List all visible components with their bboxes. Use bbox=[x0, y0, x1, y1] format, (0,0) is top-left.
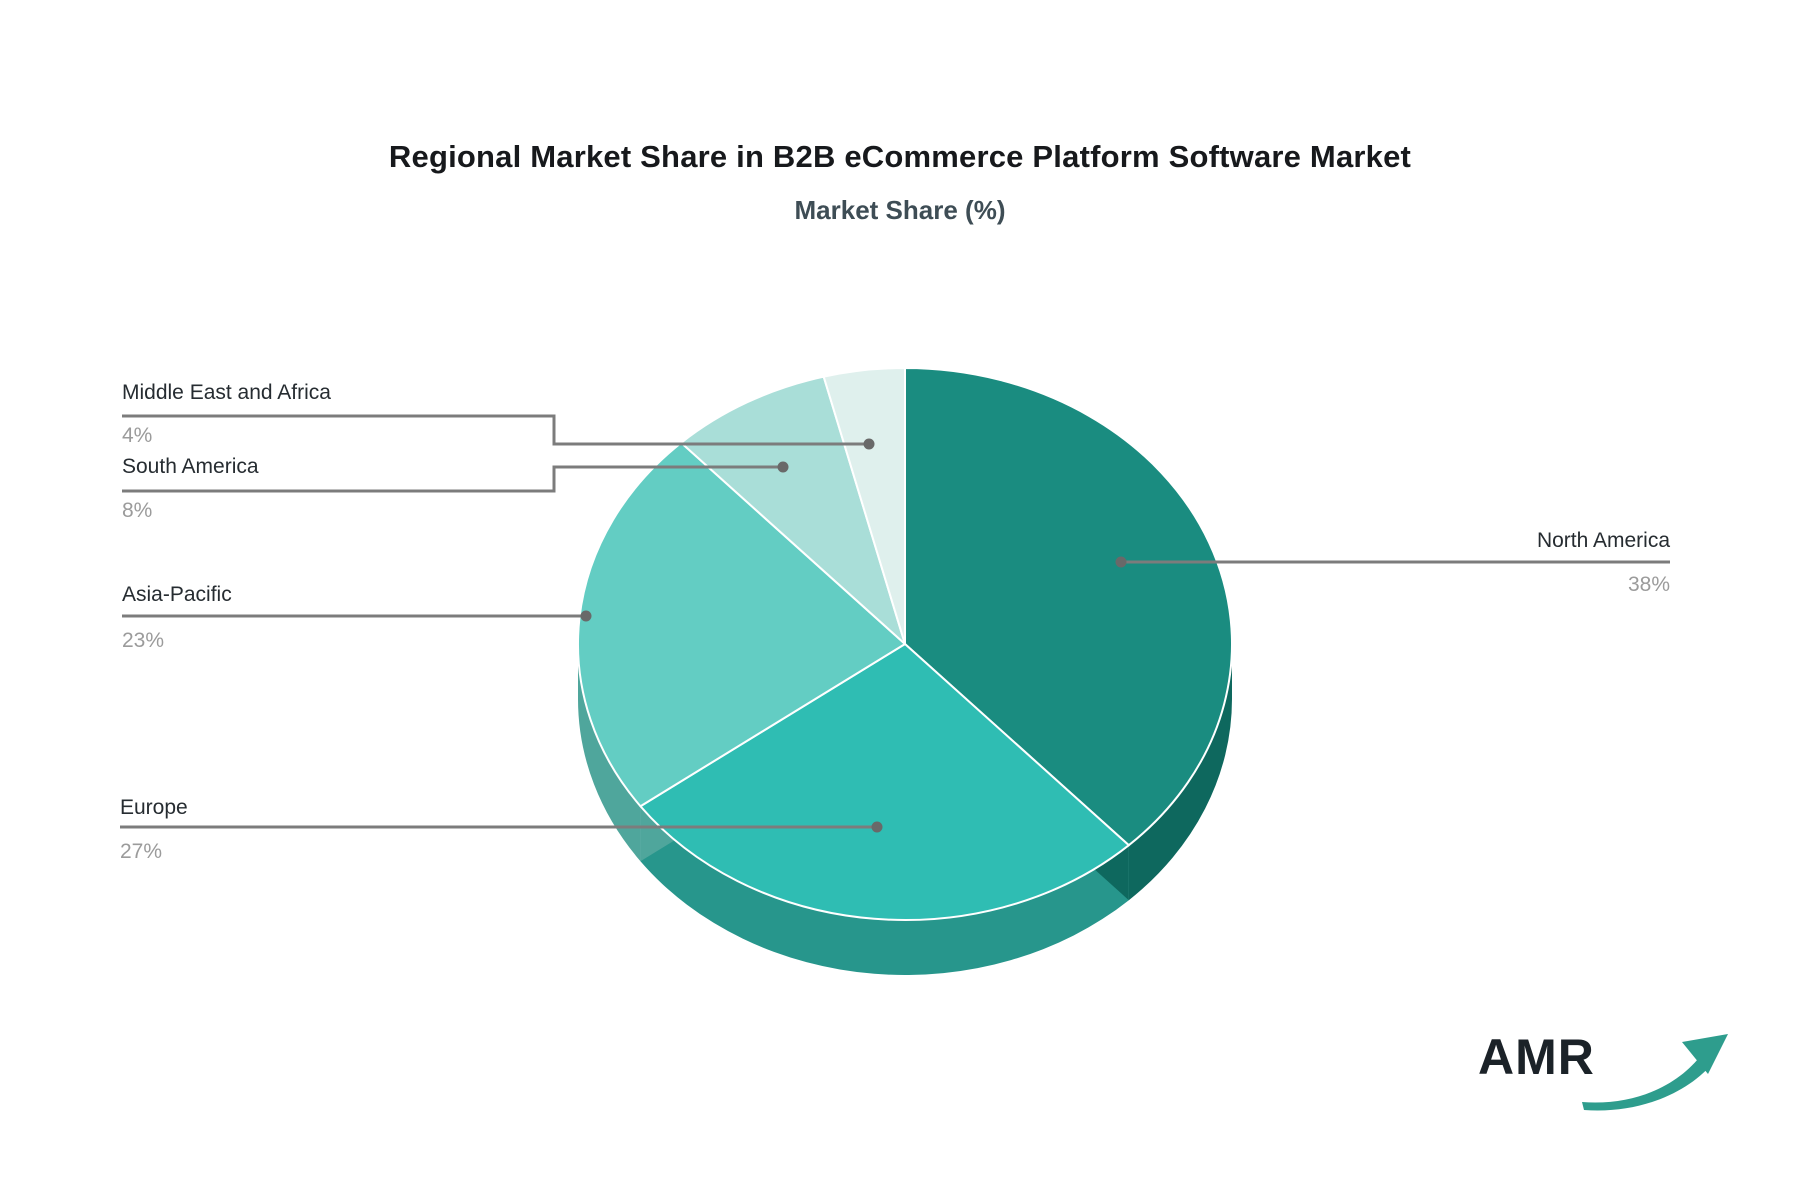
pie-slice-middle-east-and-africa bbox=[822, 367, 906, 645]
callout-value-south-america: 8% bbox=[122, 499, 153, 522]
pie-slice-asia-pacific bbox=[577, 441, 906, 808]
leader-dot-north-america bbox=[1115, 556, 1127, 568]
pie-side-asia-pacific bbox=[578, 644, 641, 862]
pie-slice-north-america bbox=[904, 367, 1233, 847]
leader-dot-middle-east-and-africa bbox=[863, 438, 875, 450]
callout-label-asia-pacific: Asia-Pacific bbox=[122, 583, 232, 606]
leader-dot-south-america bbox=[777, 461, 789, 473]
pie-slice-europe bbox=[639, 643, 1130, 921]
amr-logo: AMR bbox=[1478, 1029, 1728, 1122]
callout-label-north-america: North America bbox=[1536, 529, 1670, 552]
pie-side-north-america bbox=[1128, 644, 1232, 901]
leader-dot-europe bbox=[871, 821, 883, 833]
callout-label-europe: Europe bbox=[120, 796, 188, 819]
amr-logo-arrow-icon bbox=[1582, 1034, 1728, 1111]
callout-value-asia-pacific: 23% bbox=[122, 629, 165, 652]
callout-value-north-america: 38% bbox=[1627, 573, 1670, 596]
leader-line-south-america bbox=[122, 465, 783, 493]
pie-side-europe bbox=[640, 806, 1129, 975]
leader-dot-asia-pacific bbox=[580, 610, 592, 622]
chart-subtitle: Market Share (%) bbox=[794, 195, 1006, 225]
chart-title: Regional Market Share in B2B eCommerce P… bbox=[388, 139, 1412, 174]
callout-value-europe: 27% bbox=[120, 840, 163, 863]
callout-value-middle-east-and-africa: 4% bbox=[122, 424, 153, 447]
amr-logo-text: AMR bbox=[1478, 1029, 1595, 1085]
callout-label-middle-east-and-africa: Middle East and Africa bbox=[122, 381, 331, 404]
leader-line-middle-east-and-africa bbox=[122, 414, 869, 446]
callout-label-south-america: South America bbox=[122, 455, 259, 478]
